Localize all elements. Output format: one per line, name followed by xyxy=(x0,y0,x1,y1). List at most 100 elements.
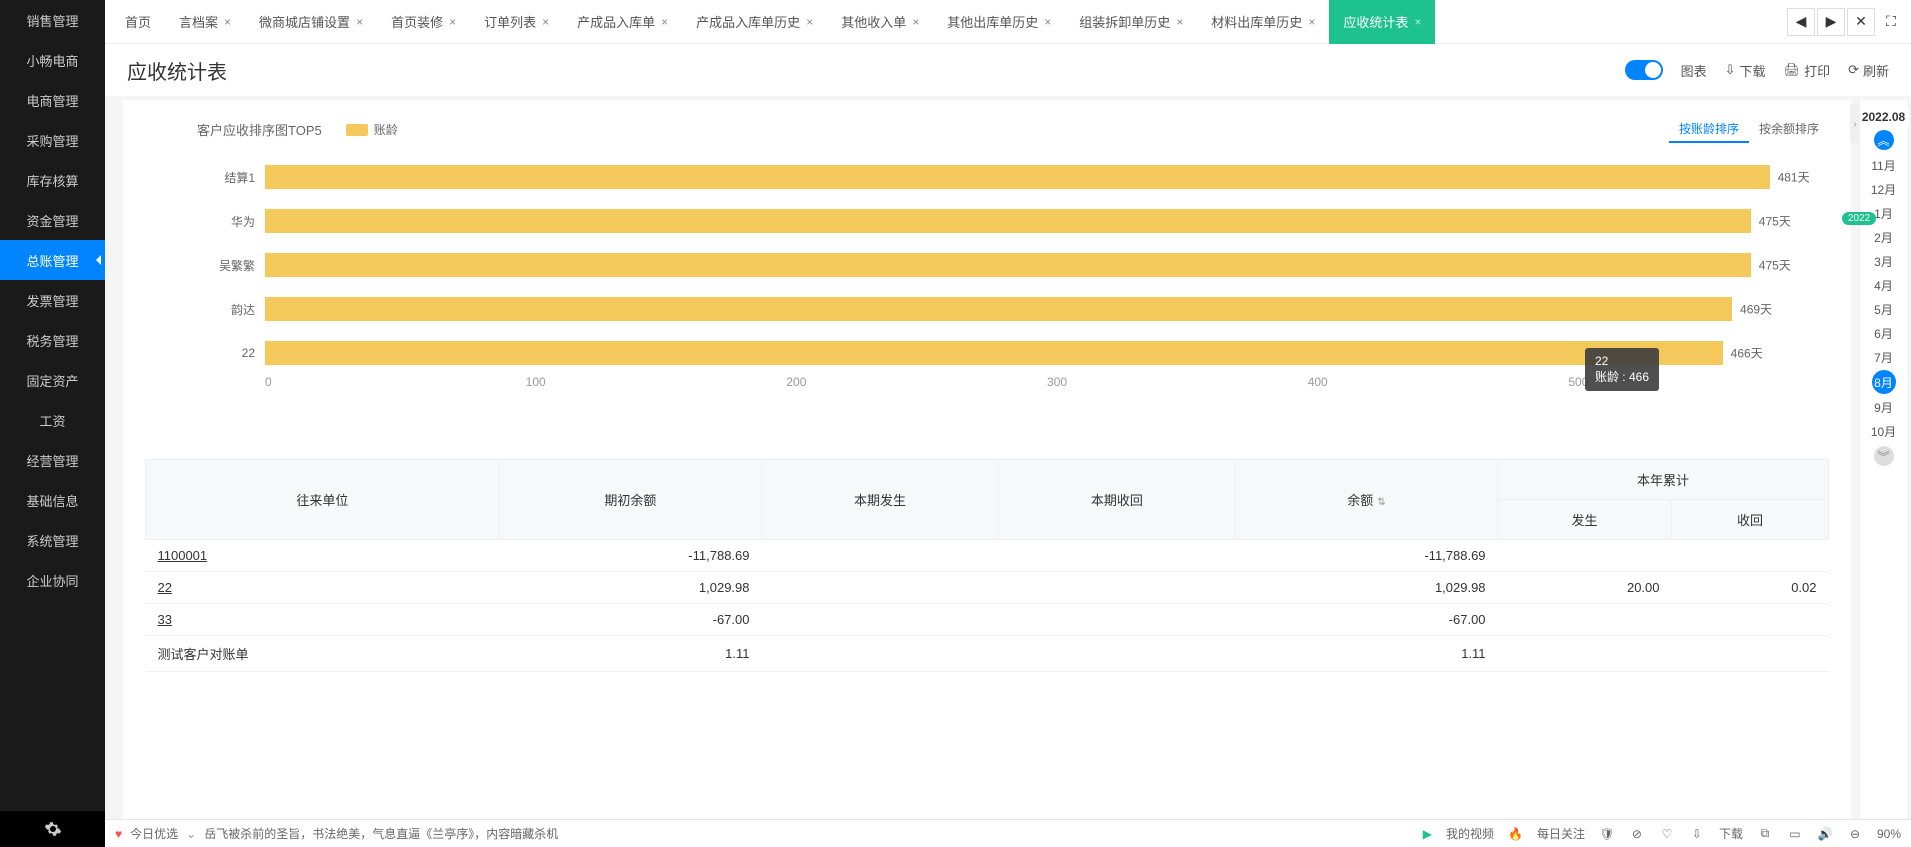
chart-bar-value: 469天 xyxy=(1740,301,1772,318)
close-icon[interactable]: × xyxy=(224,15,231,29)
daily-focus-link[interactable]: 每日关注 xyxy=(1537,825,1585,842)
my-video-link[interactable]: 我的视频 xyxy=(1446,825,1494,842)
favorite-icon[interactable]: ♡ xyxy=(1659,826,1675,842)
date-month[interactable]: 12月 xyxy=(1867,178,1901,200)
close-icon[interactable]: × xyxy=(806,15,813,29)
sidebar-item[interactable]: 税务管理 xyxy=(0,320,105,360)
news-headline[interactable]: 岳飞被杀前的圣旨，书法绝美，气息直逼《兰亭序》，内容暗藏杀机 xyxy=(204,825,558,842)
sidebar-item[interactable]: 发票管理 xyxy=(0,280,105,320)
zoom-out-icon[interactable]: ⊖ xyxy=(1847,826,1863,842)
chart-bar[interactable]: 469天 xyxy=(265,297,1732,321)
close-icon[interactable]: × xyxy=(1176,15,1183,29)
print-button[interactable]: 🖨 打印 xyxy=(1784,61,1831,80)
date-month[interactable]: 7月 xyxy=(1867,346,1901,368)
col-occur[interactable]: 本期发生 xyxy=(762,460,999,540)
date-month[interactable]: 2月 xyxy=(1867,226,1901,248)
date-month[interactable]: 9月 xyxy=(1867,396,1901,418)
block-icon[interactable]: ⊘ xyxy=(1629,826,1645,842)
unit-link[interactable]: 33 xyxy=(158,612,172,627)
tab-next-button[interactable]: ▶ xyxy=(1817,8,1845,36)
play-icon[interactable]: ▶ xyxy=(1423,827,1432,841)
date-month[interactable]: 5月 xyxy=(1867,298,1901,320)
date-month[interactable]: 8月 xyxy=(1872,370,1896,394)
refresh-button[interactable]: ⟳ 刷新 xyxy=(1848,61,1889,80)
volume-icon[interactable]: 🔊 xyxy=(1817,826,1833,842)
tab[interactable]: 应收统计表× xyxy=(1329,0,1435,44)
col-balance[interactable]: 余额⇅ xyxy=(1235,460,1497,540)
unit-link[interactable]: 1100001 xyxy=(158,548,208,563)
chart-bar[interactable]: 475天 xyxy=(265,209,1751,233)
sidebar-item[interactable]: 基础信息 xyxy=(0,480,105,520)
tab[interactable]: 产成品入库单× xyxy=(563,0,682,44)
date-month[interactable]: 6月 xyxy=(1867,322,1901,344)
close-icon[interactable]: × xyxy=(1308,15,1315,29)
sidebar-settings[interactable] xyxy=(0,811,105,847)
tab-label: 组装拆卸单历史 xyxy=(1079,12,1170,31)
sidebar-item[interactable]: 工资 xyxy=(0,400,105,440)
col-ytd-recover[interactable]: 收回 xyxy=(1672,500,1829,540)
close-icon[interactable]: × xyxy=(356,15,363,29)
date-scroll-down[interactable]: ︾ xyxy=(1874,446,1894,466)
cell-occur xyxy=(762,540,999,572)
date-scroll-up[interactable]: ︽ xyxy=(1874,130,1894,150)
sidebar-item[interactable]: 固定资产 xyxy=(0,360,105,400)
sort-by-amount-button[interactable]: 按余额排序 xyxy=(1749,116,1829,143)
data-table: 往来单位 期初余额 本期发生 本期收回 余额⇅ 本年累计 发生 收回 11000… xyxy=(145,459,1829,672)
chart-bar[interactable]: 475天 xyxy=(265,253,1751,277)
tab[interactable]: 材料出库单历史× xyxy=(1197,0,1329,44)
sidebar-item[interactable]: 企业协同 xyxy=(0,560,105,600)
shield-icon[interactable]: 🛡 xyxy=(1599,826,1615,842)
chart-bar[interactable]: 481天 xyxy=(265,165,1770,189)
tab[interactable]: 订单列表× xyxy=(470,0,563,44)
reader-icon[interactable]: ▭ xyxy=(1787,826,1803,842)
tab[interactable]: 组装拆卸单历史 × xyxy=(1065,0,1197,44)
chart-bar-row: 结算1481天 xyxy=(145,155,1829,199)
date-month[interactable]: 10月 xyxy=(1867,420,1901,442)
sidebar-item[interactable]: 系统管理 xyxy=(0,520,105,560)
close-icon[interactable]: × xyxy=(912,15,919,29)
sidebar-item[interactable]: 销售管理 xyxy=(0,0,105,40)
cell-ytd_recover xyxy=(1672,540,1829,572)
close-icon[interactable]: × xyxy=(449,15,456,29)
col-opening[interactable]: 期初余额 xyxy=(499,460,761,540)
date-month[interactable]: 11月 xyxy=(1867,154,1901,176)
sidebar-item[interactable]: 电商管理 xyxy=(0,80,105,120)
fullscreen-button[interactable]: ⛶ xyxy=(1877,8,1905,36)
zoom-level[interactable]: 90% xyxy=(1877,827,1901,841)
sidebar-item[interactable]: 经营管理 xyxy=(0,440,105,480)
pip-icon[interactable]: ⧉ xyxy=(1757,826,1773,842)
col-recover[interactable]: 本期收回 xyxy=(998,460,1235,540)
download-status-label[interactable]: 下载 xyxy=(1719,825,1743,842)
tab[interactable]: 其他出库单历史× xyxy=(933,0,1065,44)
date-rail-collapse[interactable]: › xyxy=(1850,104,1860,144)
chart-toggle[interactable] xyxy=(1625,60,1663,80)
date-month[interactable]: 4月 xyxy=(1867,274,1901,296)
today-pick[interactable]: 今日优选 xyxy=(130,825,178,842)
news-expand-icon[interactable]: ⌄ xyxy=(186,827,196,841)
chart-bar[interactable]: 466天 xyxy=(265,341,1723,365)
download-button[interactable]: ⇩ 下载 xyxy=(1725,61,1766,80)
sidebar-item[interactable]: 采购管理 xyxy=(0,120,105,160)
tab-prev-button[interactable]: ◀ xyxy=(1787,8,1815,36)
tab[interactable]: 微商城店铺设置× xyxy=(245,0,377,44)
tab[interactable]: 言档案× xyxy=(165,0,245,44)
tab[interactable]: 产成品入库单历史× xyxy=(682,0,827,44)
sidebar-item[interactable]: 库存核算 xyxy=(0,160,105,200)
date-month[interactable]: 3月 xyxy=(1867,250,1901,272)
close-icon[interactable]: × xyxy=(542,15,549,29)
tab[interactable]: 首页装修× xyxy=(377,0,470,44)
close-icon[interactable]: × xyxy=(1414,15,1421,29)
sidebar-item[interactable]: 小畅电商 xyxy=(0,40,105,80)
sort-by-age-button[interactable]: 按账龄排序 xyxy=(1669,116,1749,143)
tab[interactable]: 其他收入单× xyxy=(827,0,933,44)
tab[interactable]: 首页 xyxy=(111,0,165,44)
sidebar-item[interactable]: 资金管理 xyxy=(0,200,105,240)
close-icon[interactable]: × xyxy=(1044,15,1051,29)
close-icon[interactable]: × xyxy=(661,15,668,29)
sidebar-item[interactable]: 总账管理 xyxy=(0,240,105,280)
tab-close-all-button[interactable]: ✕ xyxy=(1847,8,1875,36)
col-ytd-occur[interactable]: 发生 xyxy=(1498,500,1672,540)
col-unit[interactable]: 往来单位 xyxy=(146,460,500,540)
unit-link[interactable]: 22 xyxy=(158,580,172,595)
download-status-icon[interactable]: ⇩ xyxy=(1689,826,1705,842)
